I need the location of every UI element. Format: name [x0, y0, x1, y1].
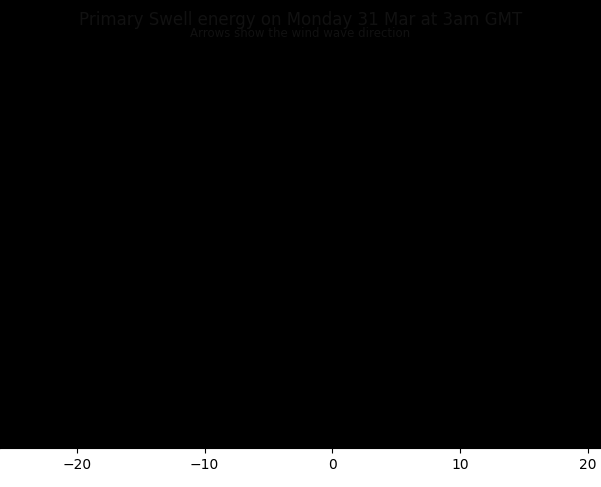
Text: Primary Swell energy on Monday 31 Mar at 3am GMT: Primary Swell energy on Monday 31 Mar at…	[79, 11, 522, 29]
Text: Cartopy required: Cartopy required	[242, 213, 359, 227]
Text: Arrows show the wind wave direction: Arrows show the wind wave direction	[191, 27, 410, 40]
